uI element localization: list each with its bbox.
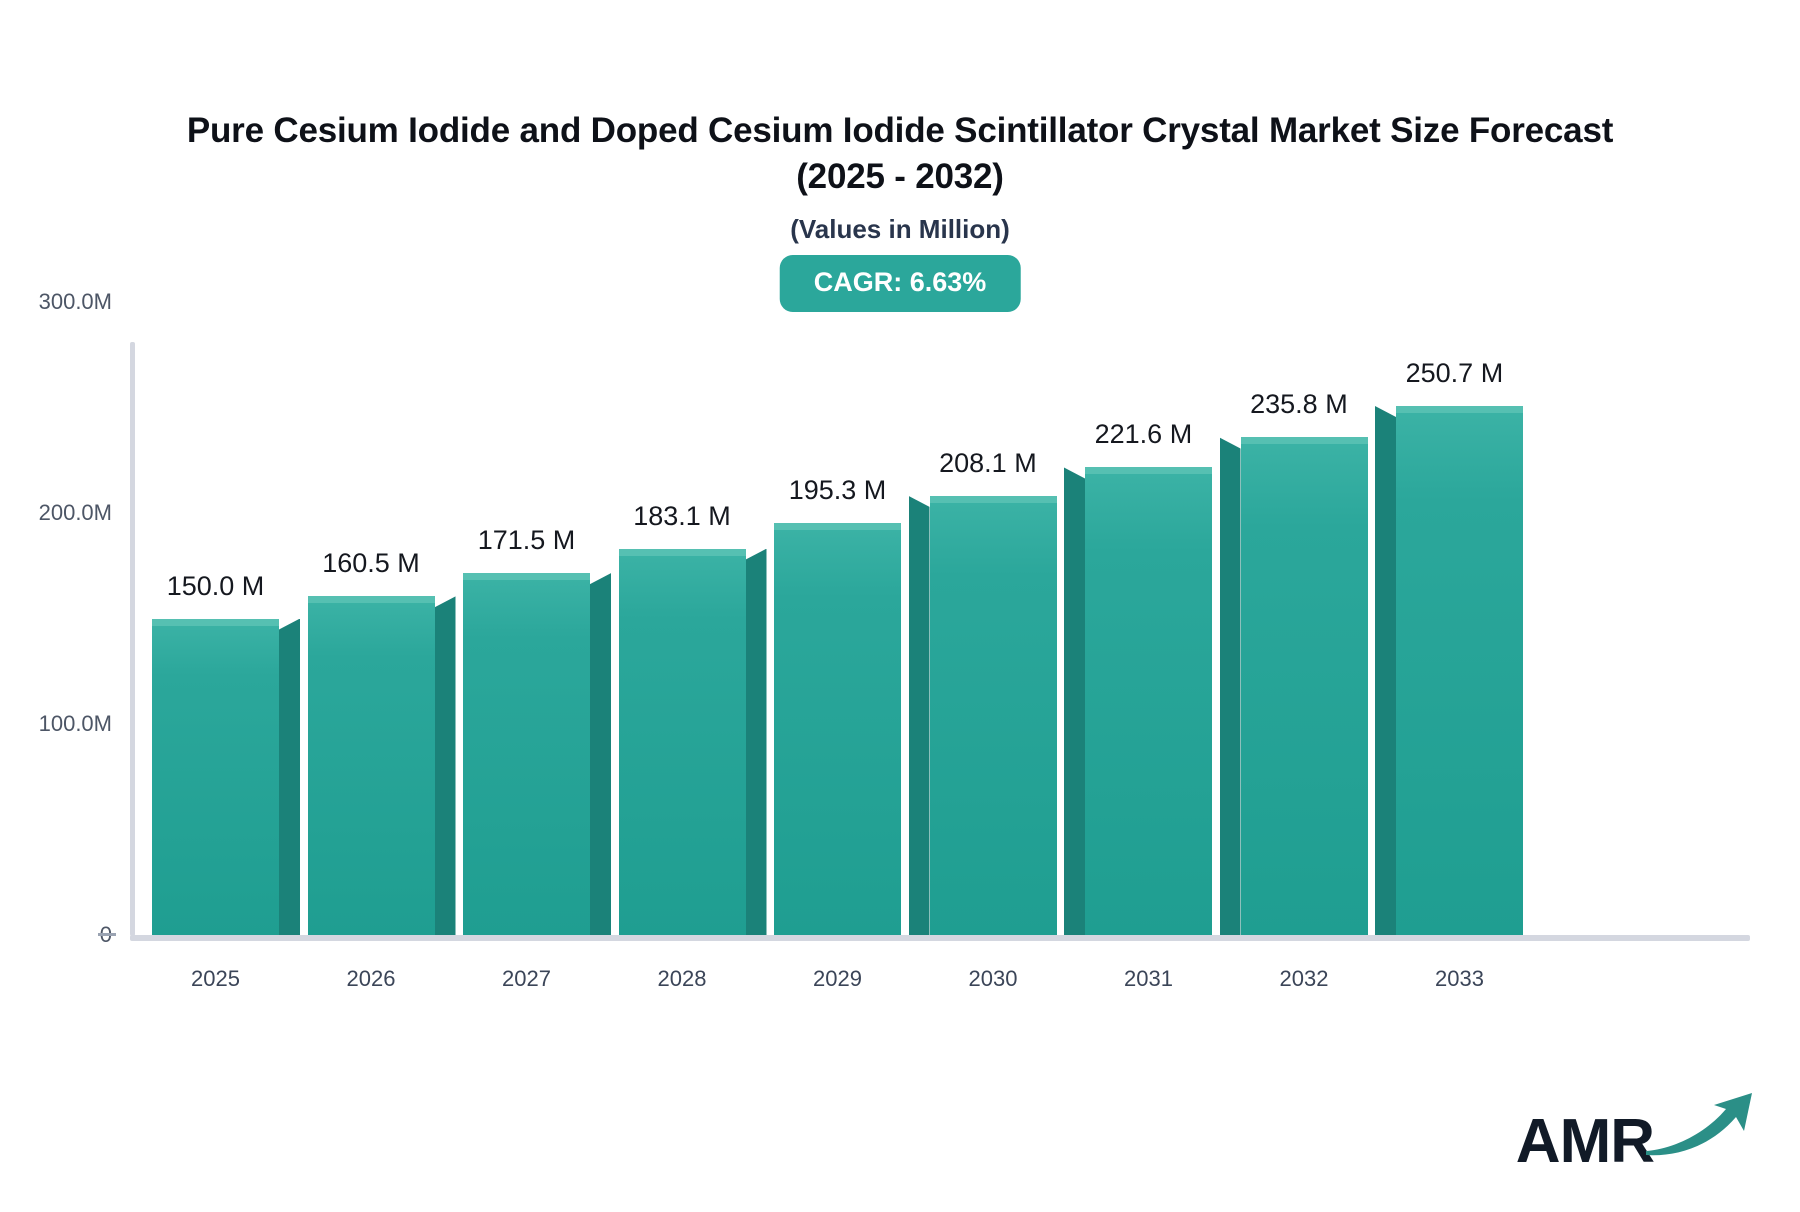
bar-side-face (434, 596, 456, 935)
bar-2025[interactable]: 150.0 M (152, 571, 300, 935)
bar-face (774, 522, 901, 935)
bar-value-label: 250.7 M (1405, 358, 1504, 389)
x-axis-tick-label: 2030 (968, 966, 1018, 991)
x-axis-tick-label: 2025 (191, 966, 240, 991)
chart-subtitle: (Values in Million) (790, 214, 1010, 245)
bar-face (929, 495, 1057, 935)
x-axis-tick-label: 2029 (813, 966, 862, 991)
trending-up-arrow-icon (1642, 1089, 1762, 1166)
bar-side-face (590, 573, 611, 935)
bar-2027[interactable]: 171.5 M (463, 525, 611, 935)
bar-2031[interactable]: 221.6 M (1064, 419, 1212, 935)
bar-2033[interactable]: 250.7 M (1375, 358, 1523, 935)
bar-side-face (908, 495, 930, 935)
bar-2028[interactable]: 183.1 M (618, 501, 767, 935)
bar-face (1085, 467, 1212, 935)
y-axis-tick-label: 200.0M (38, 500, 112, 525)
x-axis-tick-label: 2033 (1435, 966, 1484, 991)
x-axis-tick-label: 2031 (1124, 966, 1173, 991)
bar-2032[interactable]: 235.8 M (1219, 389, 1368, 935)
bar-face (463, 573, 590, 935)
bar-2026[interactable]: 160.5 M (307, 548, 456, 935)
amr-logo: AMR (1515, 1089, 1762, 1177)
bar-value-label: 171.5 M (477, 525, 576, 556)
y-axis-tick-label: 100.0M (38, 711, 112, 736)
bar-face (307, 596, 435, 935)
x-axis-tick-label: 2032 (1279, 966, 1329, 991)
x-axis-tick-label: 2026 (346, 966, 396, 991)
bar-value-label: 150.0 M (166, 570, 265, 601)
x-axis-line (130, 935, 1750, 941)
bar-side-face (1064, 467, 1085, 935)
title-block: Pure Cesium Iodide and Doped Cesium Iodi… (0, 108, 1800, 245)
bar-value-label: 208.1 M (939, 447, 1037, 478)
bar-2029[interactable]: 195.3 M (774, 475, 901, 935)
x-axis-tick-label: 2028 (657, 966, 707, 991)
bar-side-face (1219, 437, 1241, 935)
cagr-badge: CAGR: 6.63% (779, 255, 1021, 312)
y-axis-line (130, 342, 135, 936)
bar-face (618, 548, 746, 935)
bar-value-label: 195.3 M (788, 474, 887, 505)
y-axis-tick-label: 300.0M (38, 289, 112, 314)
bar-face (1396, 406, 1523, 935)
logo-wordmark: AMR (1515, 1107, 1655, 1177)
x-axis-tick-label: 2027 (502, 966, 551, 991)
bar-value-label: 221.6 M (1094, 419, 1193, 450)
bar-value-label: 183.1 M (633, 500, 731, 531)
y-axis-zero-tick (98, 933, 116, 936)
page-title: Pure Cesium Iodide and Doped Cesium Iodi… (186, 111, 1614, 197)
bar-face (152, 618, 279, 935)
bar-2030[interactable]: 208.1 M (908, 448, 1057, 935)
bar-face (1240, 437, 1368, 935)
bar-value-label: 235.8 M (1250, 389, 1348, 420)
bar-side-face (1375, 406, 1396, 935)
bar-value-label: 160.5 M (322, 548, 420, 579)
bar-side-face (279, 618, 300, 935)
bar-side-face (745, 548, 767, 935)
